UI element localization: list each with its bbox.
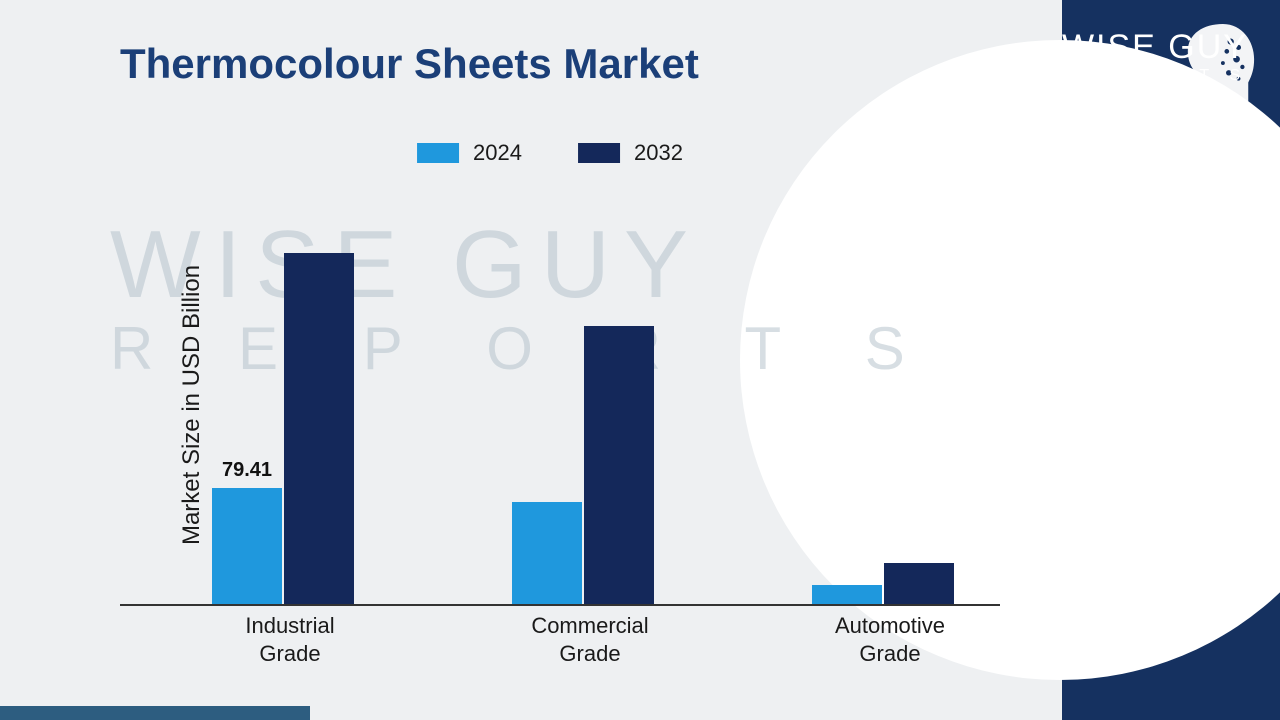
legend-label-2024: 2024 [473, 140, 522, 166]
brand-block: WISE GUY R E P O R T S [1041, 30, 1248, 84]
bar [584, 326, 654, 604]
legend-item-2032: 2032 [578, 140, 683, 166]
bar-value-label: 79.41 [222, 459, 272, 482]
legend-swatch-2032 [578, 143, 620, 163]
plot-area: 79.41IndustrialGradeCommercialGradeAutom… [120, 196, 1000, 606]
bar: 79.41 [212, 488, 282, 604]
brand-subtitle: R E P O R T S [1041, 68, 1248, 84]
bar [512, 502, 582, 605]
bar-chart: Market Size in USD Billion 2024 2032 79.… [100, 140, 1000, 670]
page: WISE GUY R E P O R T S Thermocolour Shee… [0, 0, 1280, 720]
category-label: IndustrialGrade [190, 612, 390, 667]
brand-name: WISE GUY [1041, 30, 1248, 64]
legend: 2024 2032 [417, 140, 683, 166]
bottom-accent-stripe [0, 706, 310, 720]
chart-title: Thermocolour Sheets Market [120, 40, 699, 88]
category-label: AutomotiveGrade [790, 612, 990, 667]
legend-item-2024: 2024 [417, 140, 522, 166]
bar [812, 585, 882, 604]
bar [284, 253, 354, 604]
legend-label-2032: 2032 [634, 140, 683, 166]
category-label: CommercialGrade [490, 612, 690, 667]
bar [884, 563, 954, 604]
legend-swatch-2024 [417, 143, 459, 163]
